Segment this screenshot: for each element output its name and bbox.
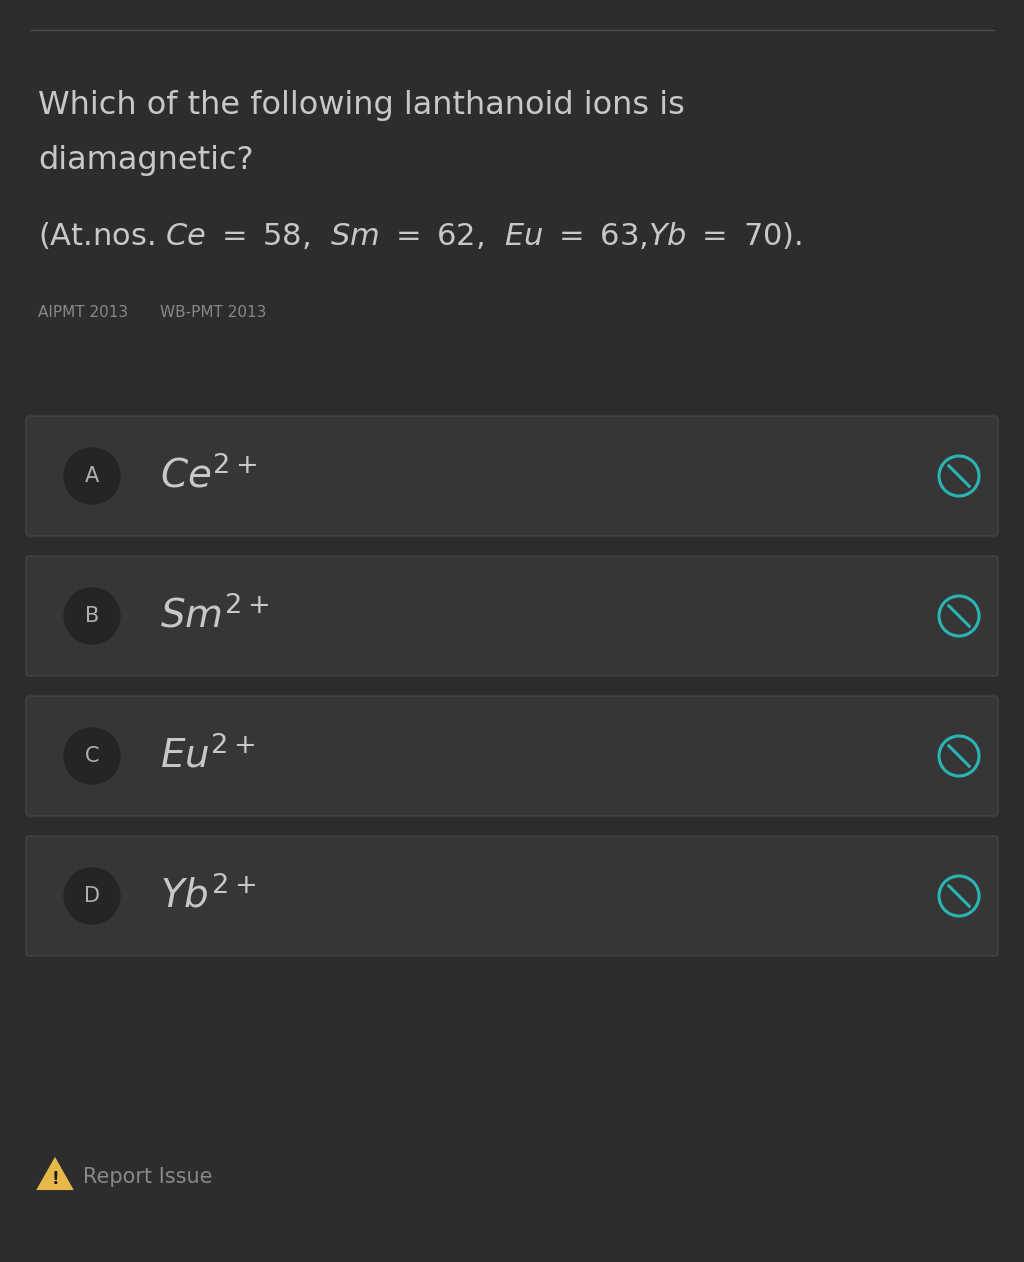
Circle shape [63, 448, 120, 504]
Polygon shape [38, 1159, 72, 1189]
Text: $\mathit{Sm}^{2+}$: $\mathit{Sm}^{2+}$ [160, 596, 269, 636]
Text: D: D [84, 886, 100, 906]
Text: !: ! [51, 1170, 58, 1188]
Text: diamagnetic?: diamagnetic? [38, 145, 254, 175]
Circle shape [63, 868, 120, 924]
Text: B: B [85, 606, 99, 626]
Text: Report Issue: Report Issue [83, 1167, 213, 1188]
FancyBboxPatch shape [26, 697, 998, 817]
Text: $\mathit{Ce}^{2+}$: $\mathit{Ce}^{2+}$ [160, 456, 257, 496]
Circle shape [63, 588, 120, 644]
Text: $\mathit{Eu}^{2+}$: $\mathit{Eu}^{2+}$ [160, 736, 255, 776]
Text: $\mathit{Yb}^{2+}$: $\mathit{Yb}^{2+}$ [160, 876, 256, 916]
Text: C: C [85, 746, 99, 766]
FancyBboxPatch shape [26, 416, 998, 536]
FancyBboxPatch shape [26, 557, 998, 676]
Text: WB-PMT 2013: WB-PMT 2013 [160, 305, 266, 321]
Text: AIPMT 2013: AIPMT 2013 [38, 305, 128, 321]
Circle shape [63, 728, 120, 784]
FancyBboxPatch shape [26, 835, 998, 957]
Text: (At.nos. $\mathit{Ce}$ $=$ 58,  $\mathit{Sm}$ $=$ 62,  $\mathit{Eu}$ $=$ 63,$\ma: (At.nos. $\mathit{Ce}$ $=$ 58, $\mathit{… [38, 220, 802, 251]
Text: A: A [85, 466, 99, 486]
Text: Which of the following lanthanoid ions is: Which of the following lanthanoid ions i… [38, 90, 685, 121]
